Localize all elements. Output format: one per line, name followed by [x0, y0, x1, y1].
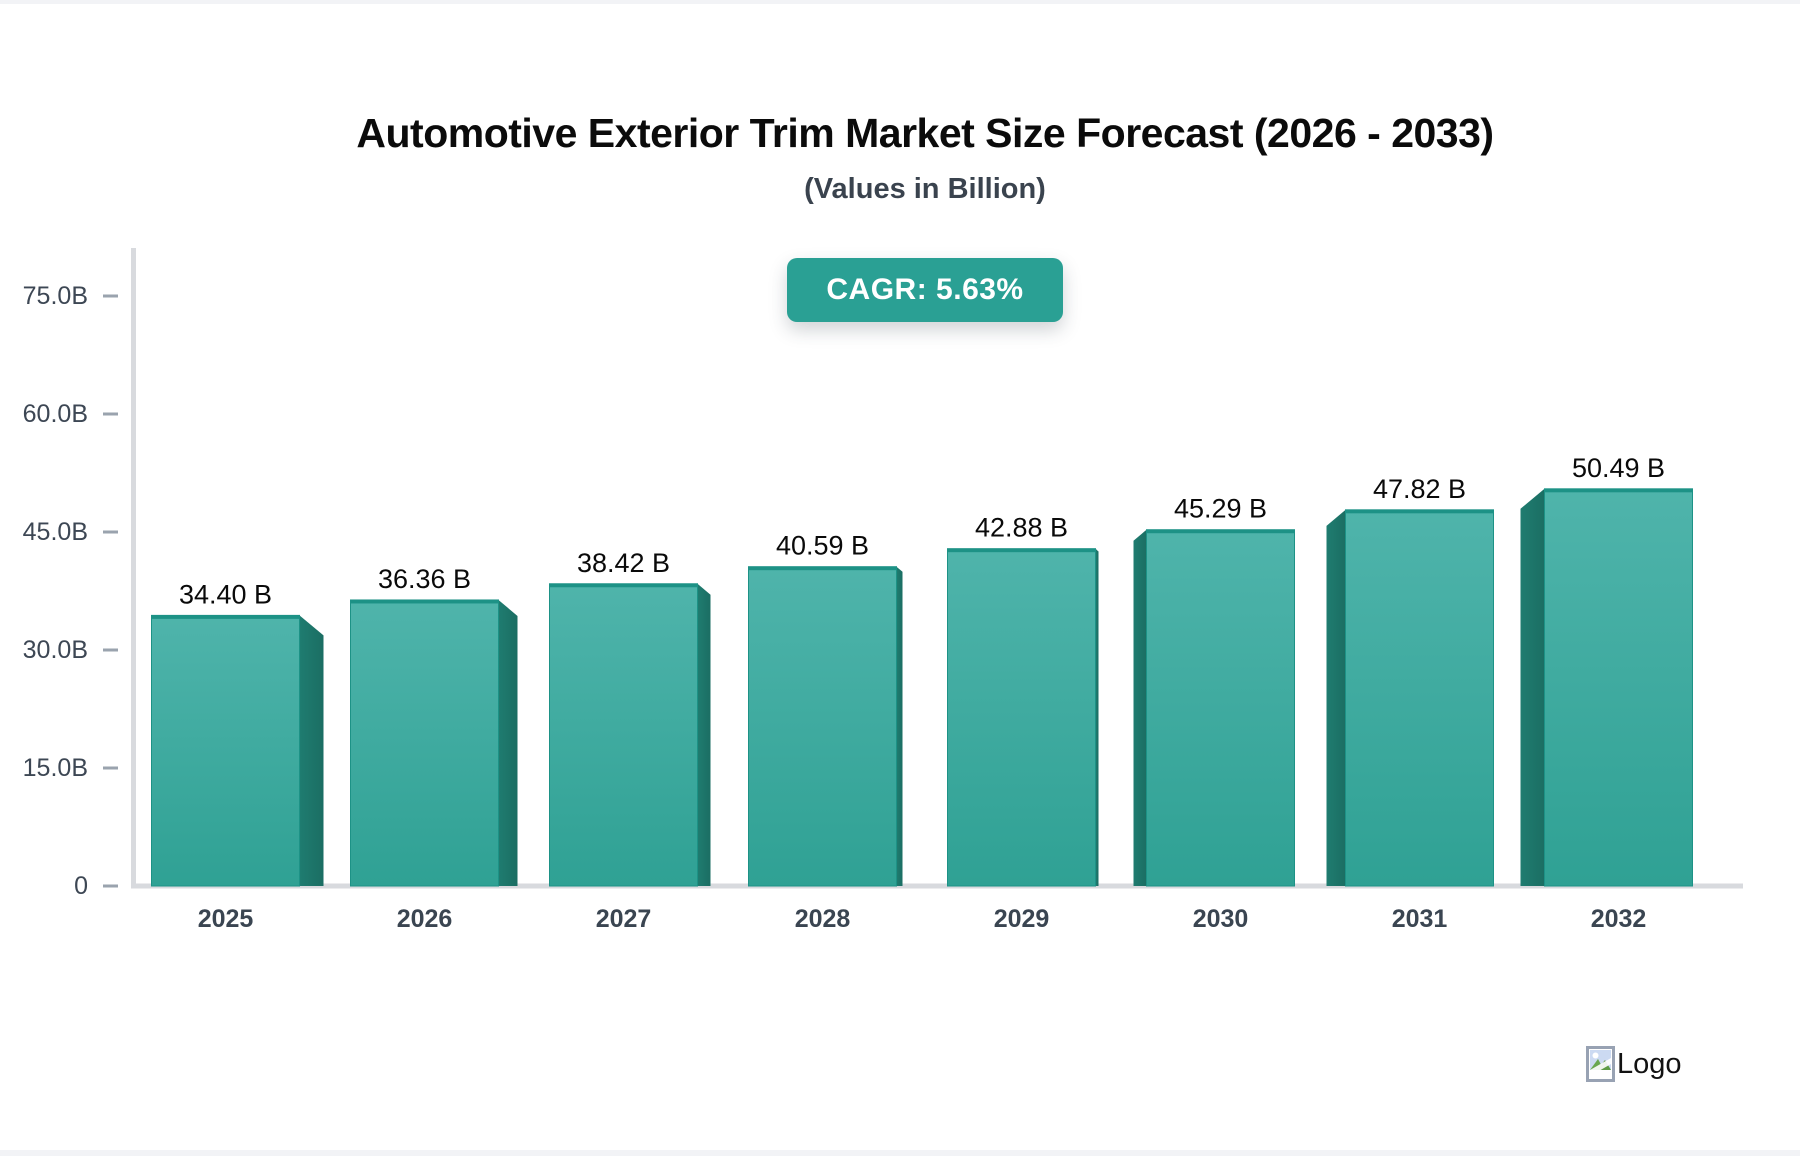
- bar-top-edge: [1146, 529, 1295, 534]
- bar-top-edge: [549, 583, 698, 588]
- bar-side-panel: [697, 583, 711, 886]
- bar-value-label: 40.59 B: [776, 531, 869, 561]
- bar-side-panel: [1095, 548, 1099, 886]
- bar-side-panel: [1520, 488, 1545, 886]
- bar-value-label: 47.82 B: [1373, 474, 1466, 504]
- bar-face[interactable]: [748, 566, 897, 887]
- y-axis-tick: [103, 648, 118, 652]
- x-axis-category-label: 2029: [994, 905, 1050, 933]
- x-axis-category-label: 2031: [1392, 905, 1448, 933]
- broken-image-icon: [1586, 1046, 1615, 1082]
- y-axis-tick-label: 30.0B: [23, 636, 88, 664]
- bar-2026: 36.36 B 2026: [350, 564, 518, 933]
- bar-2029: 42.88 B 2029: [947, 513, 1099, 933]
- y-axis-tick-label: 15.0B: [23, 754, 88, 782]
- chart-subtitle: (Values in Billion): [804, 173, 1046, 205]
- bar-face[interactable]: [350, 599, 499, 887]
- bar-value-label: 42.88 B: [975, 513, 1068, 543]
- y-axis-tick: [103, 766, 118, 770]
- x-axis-category-label: 2026: [397, 905, 453, 933]
- cagr-badge: CAGR: 5.63%: [787, 258, 1063, 322]
- y-axis-tick: [103, 294, 118, 298]
- cagr-badge-label: CAGR: 5.63%: [826, 273, 1024, 306]
- bar-side-panel: [299, 615, 324, 886]
- bar-2028: 40.59 B 2028: [748, 531, 903, 933]
- y-axis-tick: [103, 412, 118, 416]
- bar-2032: 50.49 B 2032: [1520, 453, 1693, 933]
- bar-2030: 45.29 B 2030: [1133, 494, 1295, 933]
- bar-top-edge: [748, 566, 897, 571]
- bar-top-edge: [1345, 509, 1494, 514]
- bar-value-label: 38.42 B: [577, 548, 670, 578]
- chart-header: Automotive Exterior Trim Market Size For…: [50, 110, 1800, 206]
- bar-value-label: 34.40 B: [179, 579, 272, 609]
- bar-face[interactable]: [1146, 529, 1295, 887]
- logo: Logo: [1586, 1044, 1682, 1084]
- bar-top-edge: [947, 548, 1096, 553]
- y-axis-tick-label: 45.0B: [23, 518, 88, 546]
- y-axis-tick: [103, 530, 118, 534]
- bar-2031: 47.82 B 2031: [1326, 474, 1494, 933]
- bar-face[interactable]: [151, 614, 300, 887]
- page-top-edge: [0, 0, 1800, 4]
- bar-side-panel: [1326, 509, 1346, 886]
- bar-2025: 34.40 B 2025: [151, 579, 324, 933]
- bar-value-label: 50.49 B: [1572, 453, 1665, 483]
- bar-face[interactable]: [947, 548, 1096, 887]
- y-axis-tick: [103, 884, 118, 888]
- x-axis-category-label: 2025: [198, 905, 254, 933]
- bar-face[interactable]: [1345, 509, 1494, 887]
- y-axis-tick-label: 60.0B: [23, 400, 88, 428]
- bar-side-panel: [896, 566, 903, 886]
- x-axis-category-label: 2028: [795, 905, 851, 933]
- bar-value-label: 45.29 B: [1174, 494, 1267, 524]
- chart-title: Automotive Exterior Trim Market Size For…: [356, 110, 1494, 156]
- y-axis-tick-label: 0: [74, 872, 88, 900]
- y-axis-line: [131, 248, 136, 889]
- page-bottom-edge: [0, 1150, 1800, 1156]
- bar-value-label: 36.36 B: [378, 564, 471, 594]
- bar-side-panel: [1133, 529, 1147, 886]
- x-axis-category-label: 2030: [1193, 905, 1249, 933]
- bar-face[interactable]: [1544, 488, 1693, 887]
- x-axis-line: [131, 883, 1743, 889]
- bar-top-edge: [151, 615, 300, 619]
- bar-top-edge: [350, 599, 499, 604]
- bar-side-panel: [498, 599, 518, 886]
- x-axis-category-label: 2027: [596, 905, 652, 933]
- bar-face[interactable]: [549, 583, 698, 887]
- x-axis-category-label: 2032: [1591, 905, 1647, 933]
- bar-top-edge: [1544, 488, 1693, 493]
- y-axis-tick-label: 75.0B: [23, 282, 88, 310]
- bar-2027: 38.42 B 2027: [549, 548, 711, 933]
- logo-alt-text: Logo: [1617, 1047, 1682, 1080]
